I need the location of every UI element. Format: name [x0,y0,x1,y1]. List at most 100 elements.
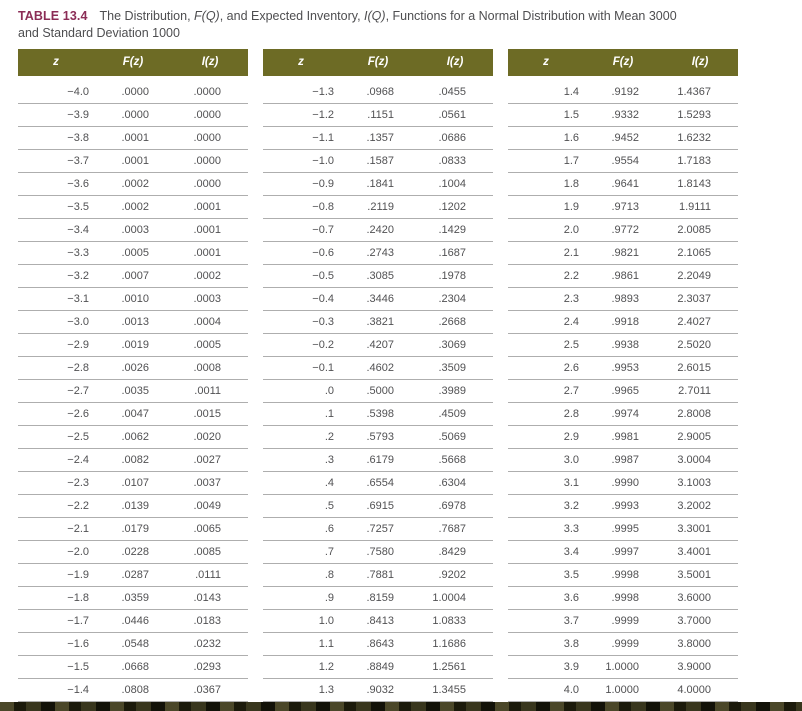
table-row: −3.9.0000.0000 [18,103,248,127]
fz-value: .9641 [584,172,662,196]
table-row: 1.4.9192 1.4367 [508,78,738,104]
table-row: 2.5.9938 2.5020 [508,333,738,357]
z-value: 1.2 [263,655,339,679]
iz-value: .3069 [417,333,493,357]
fz-value: 1.0000 [584,678,662,702]
z-value: .9 [263,586,339,610]
z-value: 1.3 [263,678,339,702]
z-value: 1.1 [263,632,339,656]
fz-value: .0968 [339,78,417,104]
z-value: −2.6 [18,402,94,426]
header-row: z F(z) I(z) [508,48,738,81]
fz-value: .0000 [94,78,172,104]
z-value: −3.9 [18,103,94,127]
iz-value: 1.5293 [662,103,738,127]
iz-value: .3509 [417,356,493,380]
fz-value: .0107 [94,471,172,495]
z-value: −1.7 [18,609,94,633]
fz-value: .9995 [584,517,662,541]
iz-value: .0001 [172,218,248,242]
fz-value: .9192 [584,78,662,104]
z-value: .3 [263,448,339,472]
fz-value: .9993 [584,494,662,518]
z-value: 1.5 [508,103,584,127]
iz-value: 1.0004 [417,586,493,610]
z-value: −3.2 [18,264,94,288]
z-value: 3.1 [508,471,584,495]
iz-value: 1.2561 [417,655,493,679]
fz-value: .0035 [94,379,172,403]
fz-value: .0019 [94,333,172,357]
table-row: .2.5793.5069 [263,425,493,449]
iz-value: .0000 [172,149,248,173]
fz-value: .0548 [94,632,172,656]
table-row: −2.9.0019.0005 [18,333,248,357]
iz-value: 1.9111 [662,195,738,219]
z-value: .7 [263,540,339,564]
iz-value: .1004 [417,172,493,196]
fz-value: .9713 [584,195,662,219]
iz-value: 4.0000 [662,678,738,702]
fz-value: .9554 [584,149,662,173]
z-value: −1.9 [18,563,94,587]
table-row: −2.7.0035.0011 [18,379,248,403]
fz-value: .0062 [94,425,172,449]
fz-value: .8849 [339,655,417,679]
table-row: −0.1.4602.3509 [263,356,493,380]
iz-value: .7687 [417,517,493,541]
iz-value: .0011 [172,379,248,403]
fz-value: .3446 [339,287,417,311]
z-value: .0 [263,379,339,403]
iz-value: .0001 [172,195,248,219]
iz-value: 3.4001 [662,540,738,564]
fz-value: .1151 [339,103,417,127]
table-row: 2.3.9893 2.3037 [508,287,738,311]
table-row: .0.5000.3989 [263,379,493,403]
fz-value: .1587 [339,149,417,173]
header-row: z F(z) I(z) [263,48,493,81]
table-row: 2.9.9981 2.9005 [508,425,738,449]
table-row: 1.3.9032 1.3455 [263,678,493,702]
table-row: .9.8159 1.0004 [263,586,493,610]
iz-value: 2.6015 [662,356,738,380]
z-value: −1.3 [263,78,339,104]
z-value: .4 [263,471,339,495]
table-row: 1.9.9713 1.9111 [508,195,738,219]
iz-value: 2.5020 [662,333,738,357]
table-row: 2.1.9821 2.1065 [508,241,738,265]
table-row: 1.6.9452 1.6232 [508,126,738,150]
z-value: −2.1 [18,517,94,541]
fz-value: .0007 [94,264,172,288]
table-row: 3.2.9993 3.2002 [508,494,738,518]
iz-value: 2.3037 [662,287,738,311]
table-row: .8.7881.9202 [263,563,493,587]
iz-value: .0232 [172,632,248,656]
table-row: −3.7.0001.0000 [18,149,248,173]
fz-value: .5398 [339,402,417,426]
tables-container: z F(z) I(z) −4.0.0000.0000 −3.9.0000.0000… [18,48,802,702]
table-row: −3.6.0002.0000 [18,172,248,196]
iz-value: .0000 [172,172,248,196]
fz-value: .9953 [584,356,662,380]
fz-value: .9981 [584,425,662,449]
iz-value: .0183 [172,609,248,633]
iz-value: 3.3001 [662,517,738,541]
z-value: 1.7 [508,149,584,173]
iz-value: .0003 [172,287,248,311]
col-header-fz: F(z) [94,48,172,81]
z-value: −2.2 [18,494,94,518]
z-value: −3.4 [18,218,94,242]
table-row: −4.0.0000.0000 [18,78,248,104]
z-value: 2.2 [508,264,584,288]
fz-value: .0808 [94,678,172,702]
z-value: −0.6 [263,241,339,265]
iz-value: .0686 [417,126,493,150]
fz-value: .0082 [94,448,172,472]
table-row: 3.4.9997 3.4001 [508,540,738,564]
fz-value: .9998 [584,563,662,587]
table-row: 2.2.9861 2.2049 [508,264,738,288]
z-value: .2 [263,425,339,449]
fz-value: .0010 [94,287,172,311]
table-row: −3.3.0005.0001 [18,241,248,265]
iz-value: 1.0833 [417,609,493,633]
